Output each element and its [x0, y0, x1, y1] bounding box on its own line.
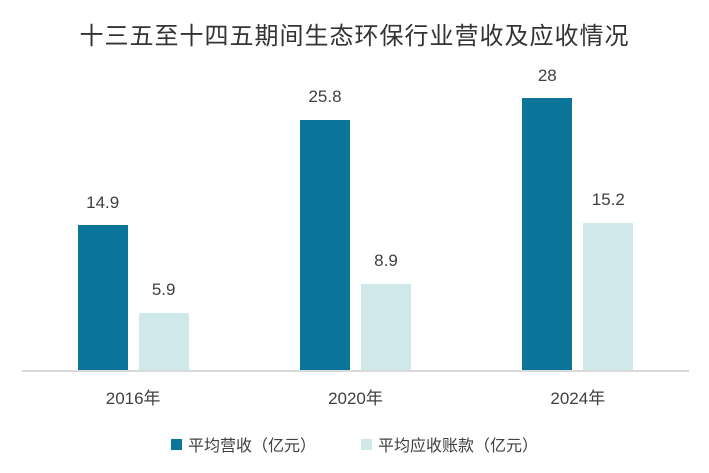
legend-swatch-icon: [170, 438, 182, 450]
bars-area: 14.9 5.9 25.8 8.9 28 15.2: [22, 60, 689, 370]
bar-column: 5.9: [138, 280, 189, 370]
bar-series-0: [299, 119, 350, 370]
bar-group: 25.8 8.9: [275, 87, 435, 370]
bar-value-label: 14.9: [86, 193, 120, 213]
x-axis-label: 2020年: [328, 389, 383, 408]
x-axis-labels: 2016年 2020年 2024年: [22, 384, 689, 409]
legend: 平均营收（亿元） 平均应收账款（亿元）: [0, 432, 709, 456]
x-axis-label: 2024年: [550, 389, 606, 408]
bar-series-1: [583, 222, 634, 370]
legend-label: 平均营收（亿元）: [187, 438, 316, 455]
bar-column: 15.2: [583, 190, 634, 370]
chart-title: 十三五至十四五期间生态环保行业营收及应收情况: [79, 23, 630, 50]
bar-group: 28 15.2: [498, 66, 658, 370]
legend-item: 平均营收（亿元）: [170, 432, 316, 456]
bar-column: 25.8: [299, 87, 350, 370]
legend-label: 平均应收账款（亿元）: [378, 438, 539, 455]
bar-column: 8.9: [360, 251, 411, 370]
legend-swatch-icon: [361, 438, 372, 450]
x-axis-line: [22, 370, 689, 372]
plot-area: 14.9 5.9 25.8 8.9 28 15.2: [22, 60, 689, 372]
bar-series-0: [522, 98, 573, 370]
bar-series-0: [77, 225, 128, 370]
bar-value-label: 8.9: [374, 251, 398, 271]
bar-value-label: 28: [537, 66, 557, 86]
bar-value-label: 25.8: [308, 87, 342, 107]
bar-column: 14.9: [77, 193, 128, 370]
bar-value-label: 5.9: [151, 280, 176, 300]
bar-column: 28: [522, 66, 573, 370]
bar-value-label: 15.2: [591, 190, 625, 210]
bar-group: 14.9 5.9: [53, 193, 213, 370]
x-axis-label: 2016年: [105, 389, 161, 408]
legend-item: 平均应收账款（亿元）: [361, 432, 538, 456]
bar-series-1: [360, 283, 411, 370]
bar-series-1: [138, 312, 189, 370]
